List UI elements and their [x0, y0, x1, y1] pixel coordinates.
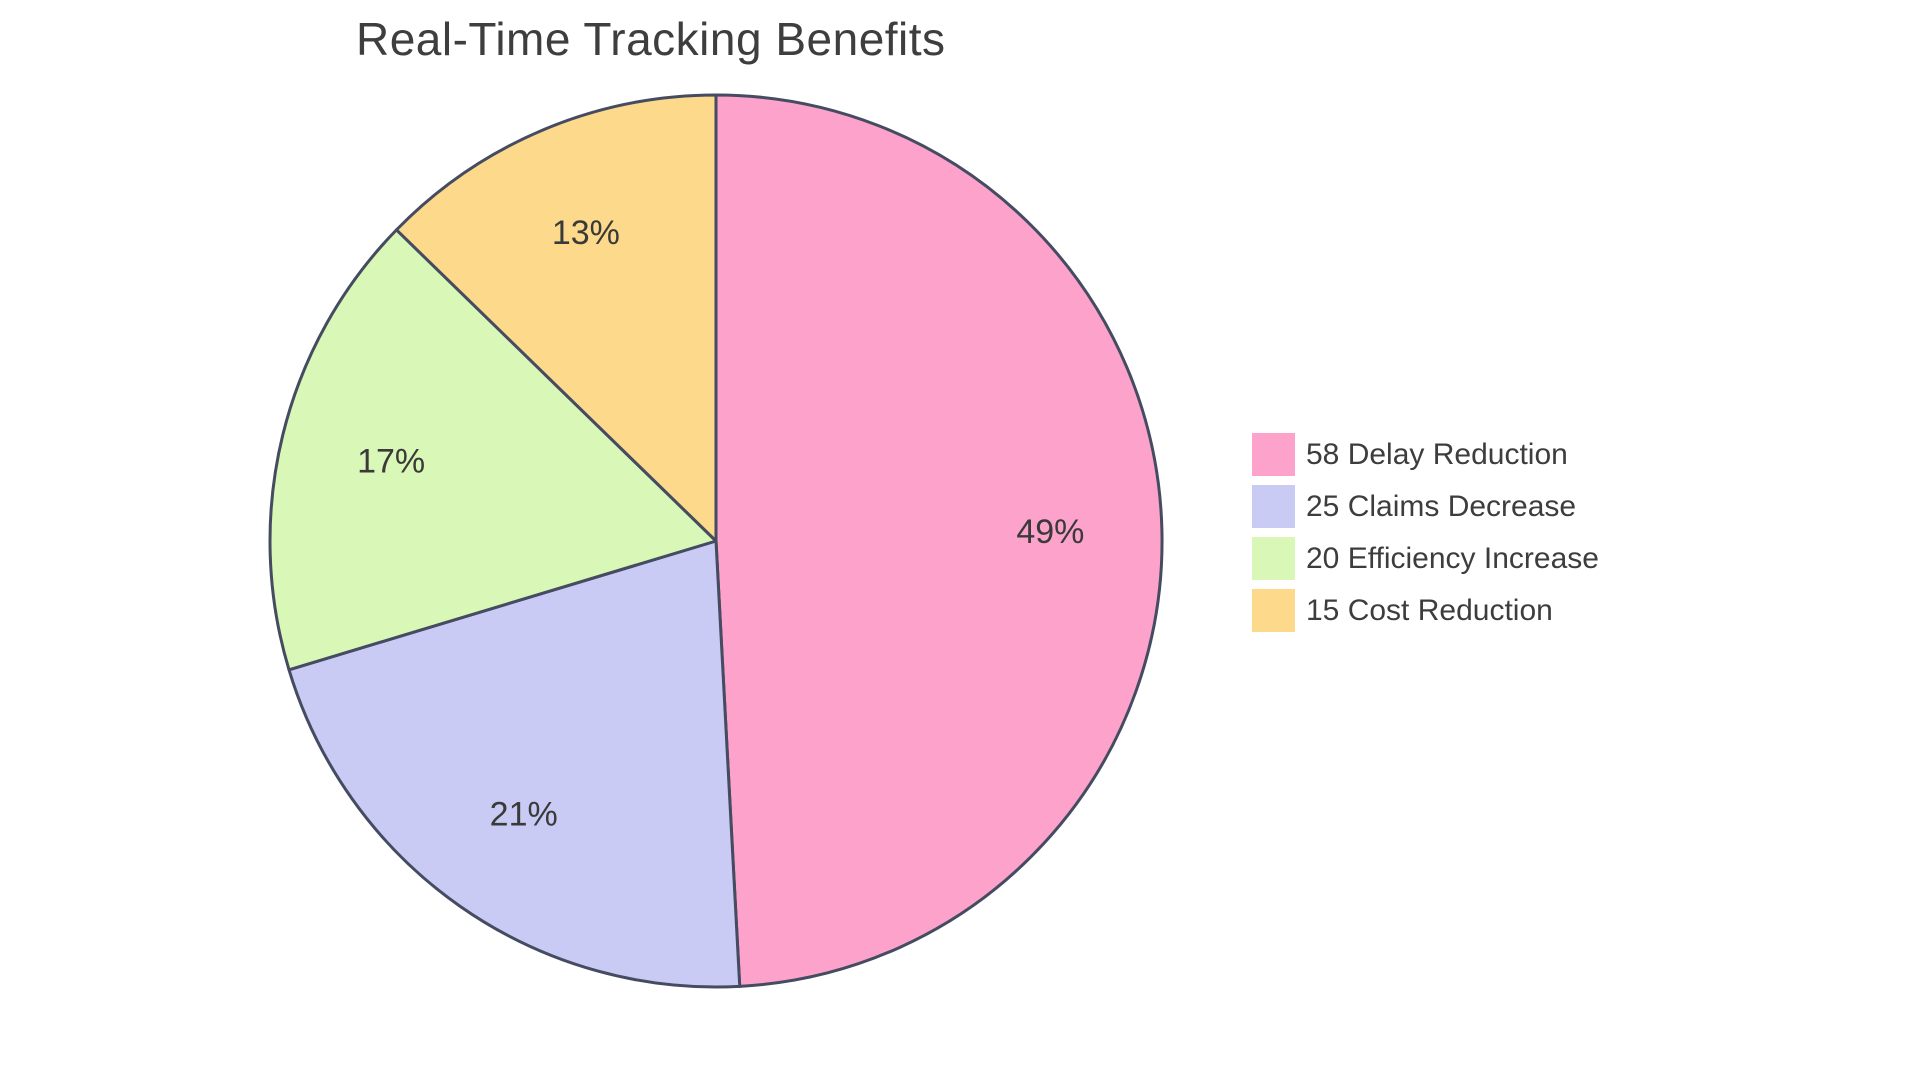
legend-item-cost-reduction: 15 Cost Reduction	[1252, 589, 1599, 632]
pie-slice-efficiency-increase	[268, 228, 718, 672]
slice-percent-label-claims-decrease: 21%	[490, 796, 558, 834]
chart-legend: 58 Delay Reduction 25 Claims Decrease 20 E…	[1252, 433, 1599, 632]
legend-item-efficiency-increase: 20 Efficiency Increase	[1252, 537, 1599, 580]
legend-item-claims-decrease: 25 Claims Decrease	[1252, 485, 1599, 528]
pie-slice-claims-decrease	[287, 539, 742, 989]
chart-title: Real-Time Tracking Benefits	[356, 13, 946, 65]
slice-percent-label-cost-reduction: 13%	[552, 214, 620, 252]
legend-swatch-delay-reduction	[1252, 433, 1295, 476]
legend-label-claims-decrease: 25 Claims Decrease	[1306, 489, 1577, 523]
pie-slice-delay-reduction	[714, 93, 1164, 988]
legend-label-delay-reduction: 58 Delay Reduction	[1306, 437, 1568, 471]
slice-percent-label-efficiency-increase: 17%	[357, 443, 425, 481]
legend-item-delay-reduction: 58 Delay Reduction	[1252, 433, 1599, 476]
legend-swatch-claims-decrease	[1252, 485, 1295, 528]
pie-slice-cost-reduction	[394, 93, 718, 543]
legend-swatch-efficiency-increase	[1252, 537, 1295, 580]
slice-percent-label-delay-reduction: 49%	[1016, 513, 1084, 551]
legend-swatch-cost-reduction	[1252, 589, 1295, 632]
legend-label-efficiency-increase: 20 Efficiency Increase	[1306, 541, 1599, 575]
legend-label-cost-reduction: 15 Cost Reduction	[1306, 593, 1553, 627]
